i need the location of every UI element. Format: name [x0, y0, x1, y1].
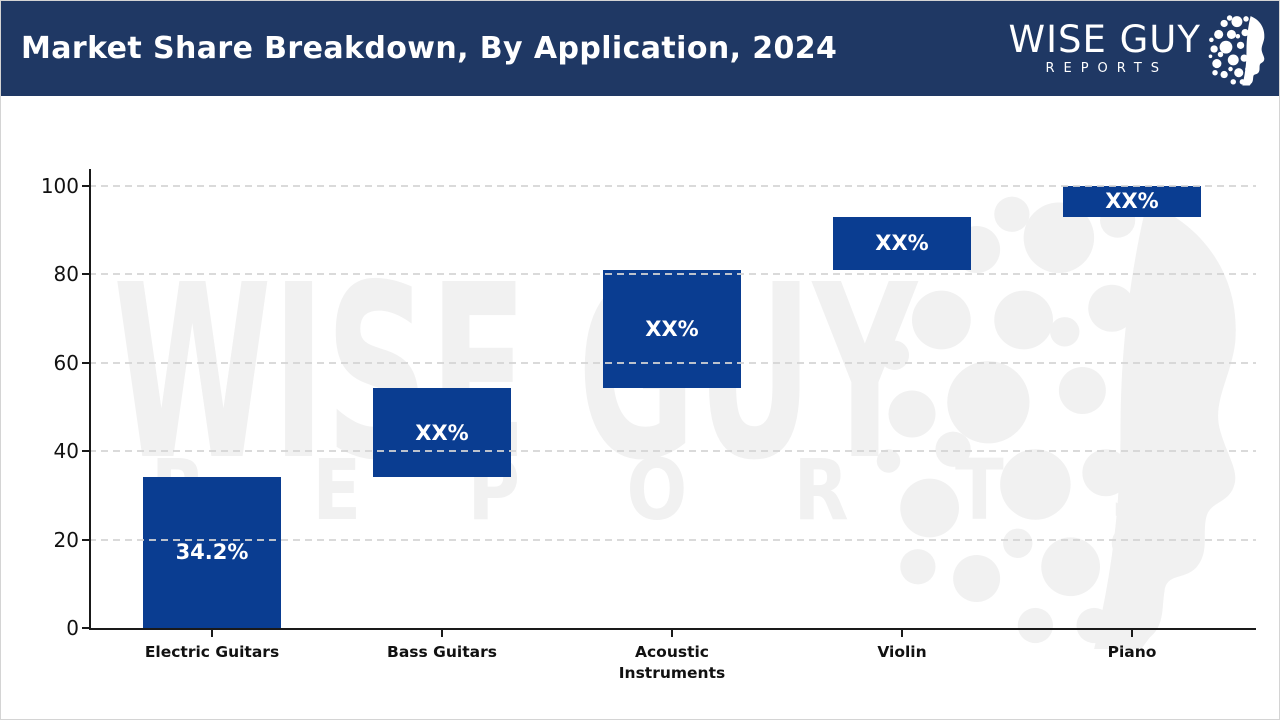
gridline-100 — [89, 185, 1256, 187]
bar-electric-guitars — [143, 476, 281, 628]
gridline-40 — [89, 450, 1256, 453]
y-tick-mark — [82, 450, 89, 453]
y-axis-spine — [89, 169, 91, 630]
bar-value-label: XX% — [1105, 189, 1159, 214]
x-tick-mark — [441, 630, 443, 637]
bar-bass-guitars — [373, 388, 511, 477]
gridline-60 — [89, 361, 1256, 364]
y-tick-label: 40 — [53, 439, 79, 464]
y-tick-mark — [82, 273, 89, 276]
logo-sub-text: REPORTS — [1045, 61, 1169, 76]
y-tick-label: 0 — [66, 616, 79, 640]
y-tick-label: 60 — [53, 350, 79, 375]
x-tick-mark — [211, 630, 213, 637]
x-tick-mark — [1131, 630, 1133, 637]
x-tick-mark — [671, 630, 673, 637]
y-tick-label: 100 — [40, 174, 79, 198]
x-category-label: Electric Guitars — [144, 643, 280, 661]
bar-value-label: XX% — [415, 420, 469, 445]
bar-value-label: XX% — [645, 317, 699, 342]
logo-text: WISE GUY REPORTS — [1008, 18, 1201, 77]
y-tick-mark — [82, 538, 89, 541]
gridline-20 — [89, 538, 1256, 541]
logo-brand-text: WISE GUY — [1008, 18, 1201, 61]
x-category-label: Acoustic Instruments — [618, 643, 726, 682]
logo-head-icon — [1208, 14, 1265, 85]
header-bar: Market Share Breakdown, By Application, … — [1, 1, 1279, 96]
gridline-80 — [89, 273, 1256, 276]
x-tick-mark — [901, 630, 903, 637]
x-category-label: Piano — [1107, 643, 1157, 661]
y-tick-mark — [82, 627, 89, 629]
x-category-label: Bass Guitars — [387, 643, 497, 661]
brand-logo: WISE GUY REPORTS — [1009, 1, 1267, 96]
y-tick-label: 80 — [53, 262, 79, 287]
bar-value-label: 34.2% — [175, 540, 249, 565]
bar-value-label: XX% — [875, 231, 929, 256]
y-tick-label: 20 — [53, 527, 79, 552]
page-title: Market Share Breakdown, By Application, … — [21, 31, 838, 66]
bar-acoustic-instruments — [603, 269, 741, 389]
y-tick-mark — [82, 185, 89, 187]
x-category-label: Violin — [877, 643, 927, 661]
x-axis-spine — [89, 628, 1256, 630]
y-tick-mark — [82, 361, 89, 364]
